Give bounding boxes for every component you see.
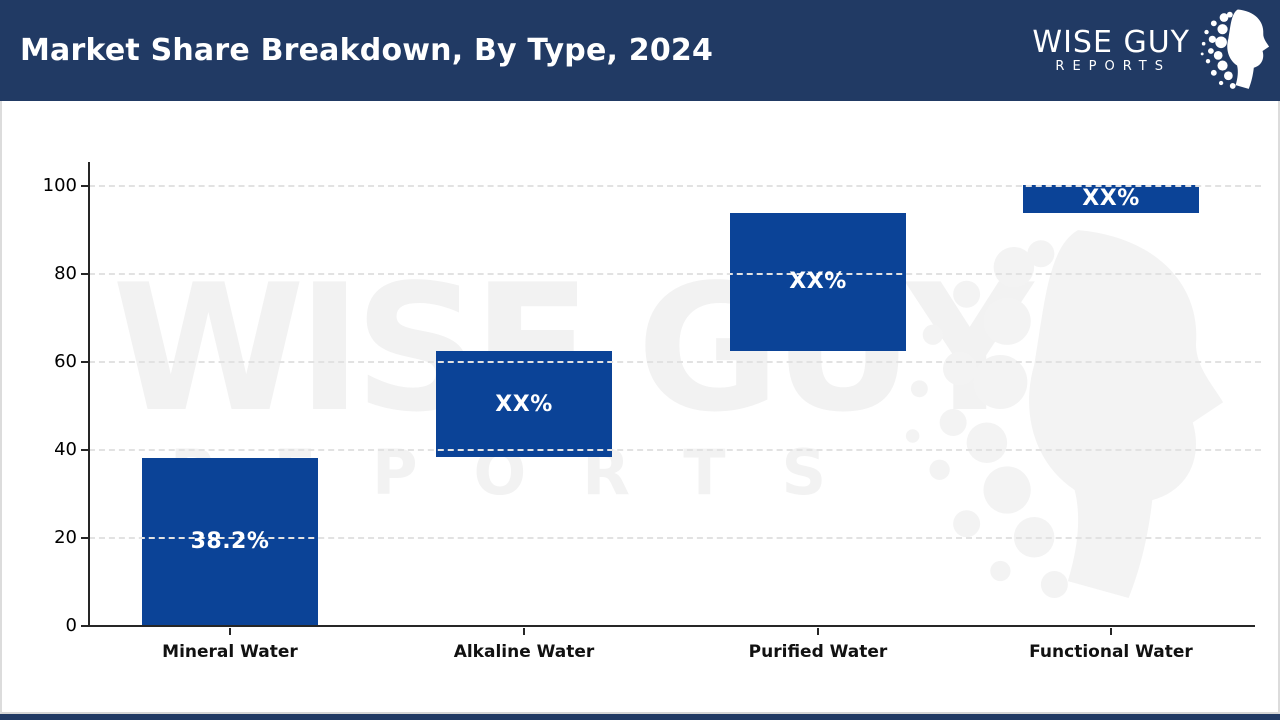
gridline-40 [89,449,1261,451]
logo-wordmark: WISE GUY [1032,24,1190,60]
y-axis-tick-label: 20 [54,527,77,548]
gridline-20 [89,537,1261,539]
bar-segment [730,212,906,351]
x-axis-tick [1110,628,1112,635]
y-axis-tick [81,537,89,539]
bar-value-label: XX% [1082,186,1140,212]
x-axis-tick [817,628,819,635]
y-axis-tick [81,361,89,363]
x-axis-tick [229,628,231,635]
logo-subtitle: REPORTS [1055,59,1172,75]
bar-segment [142,457,318,626]
y-axis-tick [81,185,89,187]
gridline-100 [89,185,1261,187]
y-axis-tick-label: 40 [54,439,77,460]
x-category-label: Mineral Water [162,642,298,662]
y-axis-tick-label: 80 [54,263,77,284]
gridline-80 [89,273,1261,275]
bar-segment [1023,185,1199,213]
y-axis-tick [81,449,89,451]
logo-text: WISE GUY REPORTS [1032,27,1190,75]
y-axis-spine [88,162,90,627]
wise-guy-reports-logo: WISE GUY REPORTS [1032,6,1272,96]
x-axis-spine [88,625,1255,627]
dot-head-logo-icon [1200,9,1270,89]
y-axis-tick-label: 60 [54,351,77,372]
x-category-label: Purified Water [748,642,888,662]
x-axis-tick [523,628,525,635]
header-bar: Market Share Breakdown, By Type, 2024 WI… [0,0,1280,101]
footer-bar [0,714,1280,720]
y-axis-tick [81,625,89,627]
page-title: Market Share Breakdown, By Type, 2024 [20,33,714,68]
bar-value-label: XX% [789,269,847,295]
bar-value-label: 38.2% [190,529,270,555]
x-category-label: Alkaline Water [453,642,595,662]
y-axis-tick [81,273,89,275]
watermark-dot-head-icon [905,230,1224,598]
x-category-label: Functional Water [1029,642,1193,662]
y-axis-tick-label: 0 [65,615,77,636]
y-axis-tick-label: 100 [42,175,77,196]
bar-segment [436,351,612,458]
bar-value-label: XX% [495,391,553,417]
gridline-60 [89,361,1261,363]
